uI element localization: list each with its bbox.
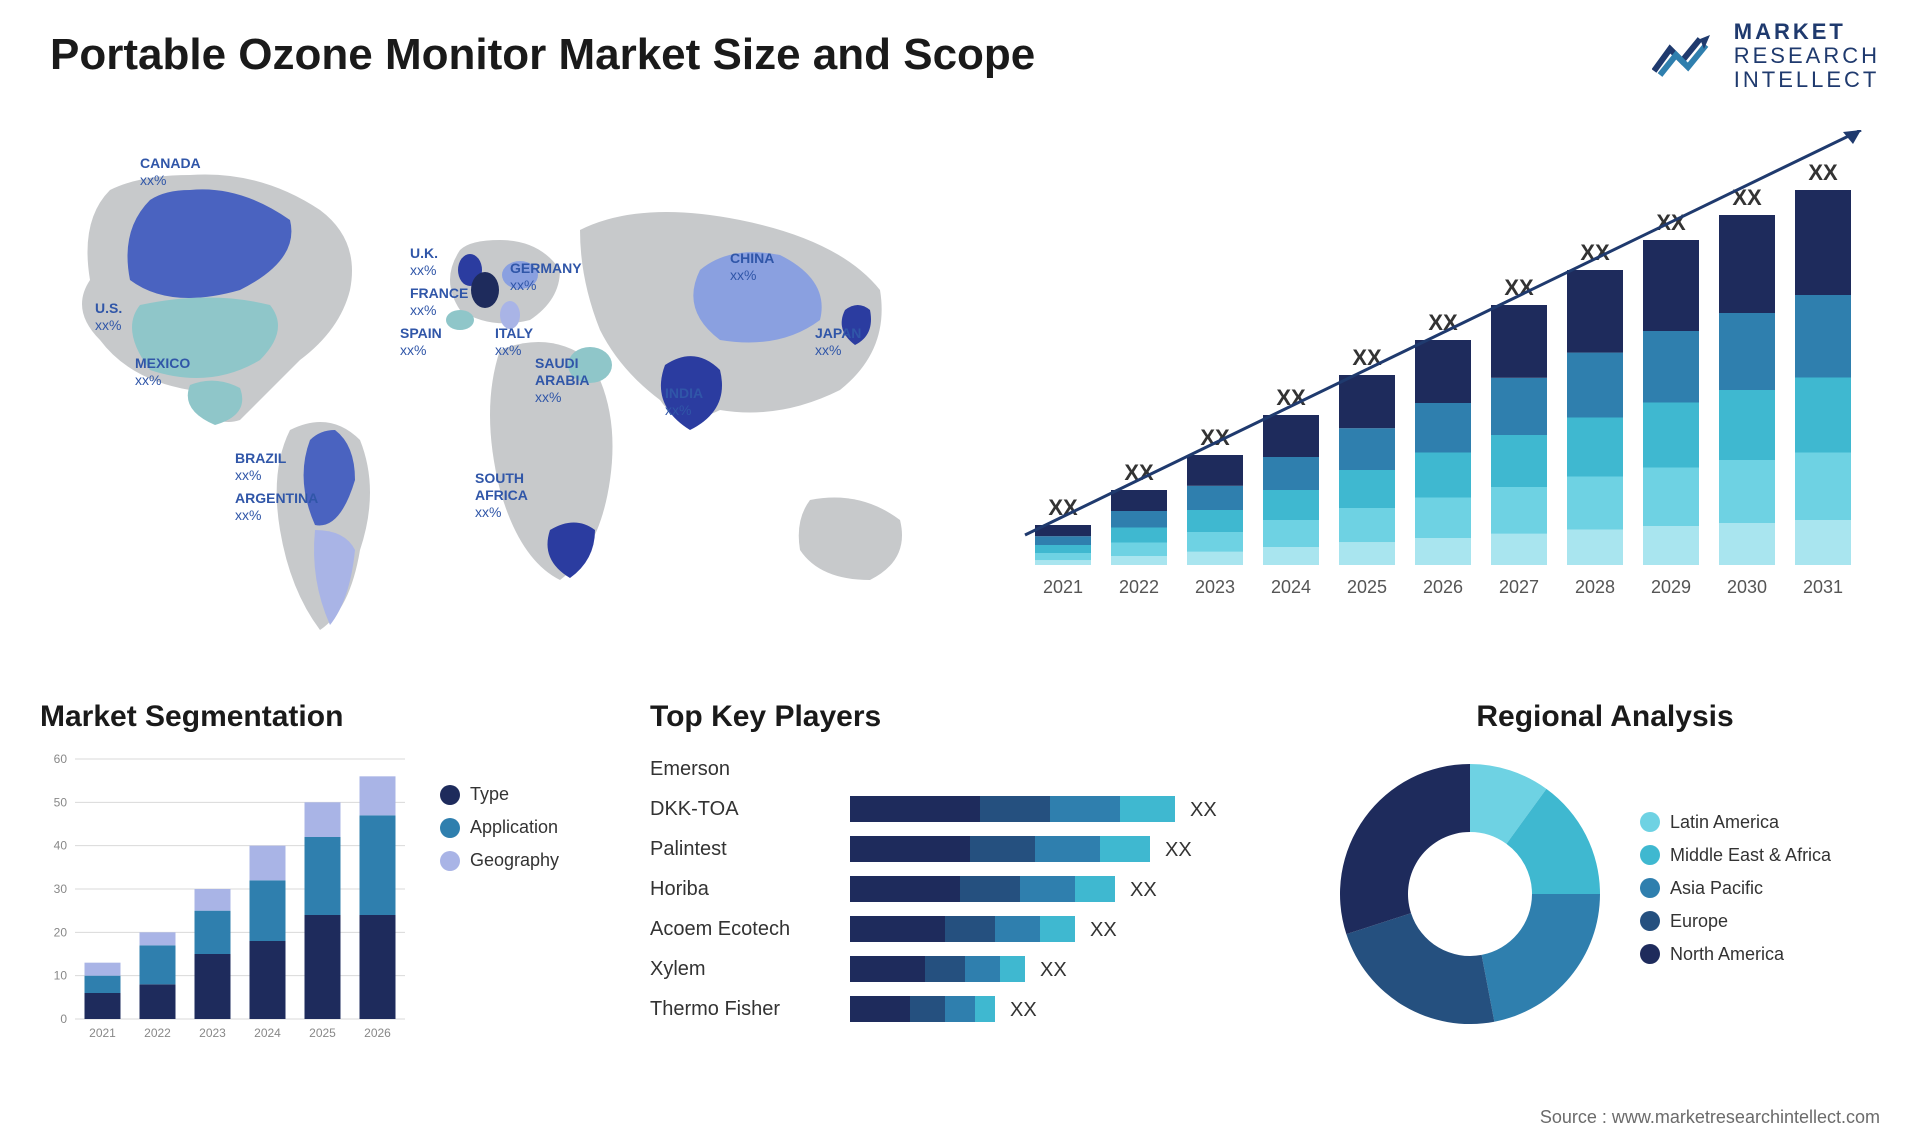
svg-text:XX: XX	[1190, 799, 1217, 821]
player-name: Horiba	[650, 869, 830, 909]
page-title: Portable Ozone Monitor Market Size and S…	[50, 30, 1035, 80]
svg-text:2023: 2023	[1195, 577, 1235, 597]
segmentation-chart: 0 10 20 30 40 50 60 2021 2022 2023 2024 2025 2026	[40, 754, 410, 1054]
svg-text:2024: 2024	[1271, 577, 1311, 597]
player-name: Emerson	[650, 749, 830, 789]
map-label: FRANCExx%	[410, 285, 468, 319]
map-label: JAPANxx%	[815, 325, 861, 359]
player-name: Thermo Fisher	[650, 989, 830, 1029]
svg-text:10: 10	[54, 969, 68, 983]
map-label: SAUDIARABIAxx%	[535, 355, 589, 405]
svg-text:2027: 2027	[1499, 577, 1539, 597]
regional-section: Regional Analysis Latin America Middle Ea…	[1330, 700, 1880, 1034]
svg-text:0: 0	[60, 1012, 67, 1026]
svg-text:XX: XX	[1165, 839, 1192, 861]
legend-item: Type	[440, 784, 559, 805]
regional-donut	[1330, 754, 1610, 1034]
svg-text:XX: XX	[1130, 879, 1157, 901]
segmentation-legend: Type Application Geography	[440, 784, 559, 883]
map-label: SPAINxx%	[400, 325, 442, 359]
svg-text:30: 30	[54, 882, 68, 896]
svg-text:2022: 2022	[144, 1026, 171, 1040]
map-label: MEXICOxx%	[135, 355, 190, 389]
regional-legend: Latin America Middle East & Africa Asia Pa…	[1640, 812, 1831, 977]
svg-text:XX: XX	[1010, 999, 1037, 1021]
svg-text:2026: 2026	[364, 1026, 391, 1040]
svg-text:50: 50	[54, 795, 68, 809]
svg-text:2024: 2024	[254, 1026, 281, 1040]
svg-text:XX: XX	[1808, 160, 1838, 185]
map-label: BRAZILxx%	[235, 450, 286, 484]
svg-text:XX: XX	[1040, 959, 1067, 981]
world-map: CANADAxx% U.S.xx% MEXICOxx% BRAZILxx% ARGENT…	[40, 130, 960, 650]
svg-text:XX: XX	[1352, 345, 1382, 370]
legend-item: Geography	[440, 850, 559, 871]
map-label: U.K.xx%	[410, 245, 438, 279]
legend-item: Middle East & Africa	[1640, 845, 1831, 866]
players-bar-chart: XXXXXXXXXXXX	[850, 749, 1280, 1029]
legend-item: Latin America	[1640, 812, 1831, 833]
svg-text:2025: 2025	[309, 1026, 336, 1040]
players-title: Top Key Players	[650, 700, 1290, 734]
regional-title: Regional Analysis	[1330, 700, 1880, 734]
map-label: CHINAxx%	[730, 250, 774, 284]
player-name: Palintest	[650, 829, 830, 869]
brand-logo: MARKET RESEARCH INTELLECT	[1652, 20, 1880, 93]
players-section: Top Key Players EmersonDKK-TOAPalintestH…	[650, 700, 1290, 1029]
svg-text:2031: 2031	[1803, 577, 1843, 597]
legend-item: Application	[440, 817, 559, 838]
svg-text:2022: 2022	[1119, 577, 1159, 597]
player-name: DKK-TOA	[650, 789, 830, 829]
svg-text:20: 20	[54, 925, 68, 939]
map-label: GERMANYxx%	[510, 260, 582, 294]
svg-text:2026: 2026	[1423, 577, 1463, 597]
legend-item: Europe	[1640, 911, 1831, 932]
legend-item: Asia Pacific	[1640, 878, 1831, 899]
svg-text:60: 60	[54, 754, 68, 766]
segmentation-section: Market Segmentation 0 10 20 30 40 50 60 2021 202…	[40, 700, 620, 1054]
map-label: INDIAxx%	[665, 385, 703, 419]
legend-item: North America	[1640, 944, 1831, 965]
map-label: SOUTHAFRICAxx%	[475, 470, 528, 520]
svg-text:2021: 2021	[1043, 577, 1083, 597]
map-label: CANADAxx%	[140, 155, 201, 189]
map-label: U.S.xx%	[95, 300, 122, 334]
players-names: EmersonDKK-TOAPalintestHoribaAcoem Ecote…	[650, 749, 830, 1029]
svg-text:2030: 2030	[1727, 577, 1767, 597]
source-text: Source : www.marketresearchintellect.com	[1540, 1107, 1880, 1128]
player-name: Xylem	[650, 949, 830, 989]
svg-text:2023: 2023	[199, 1026, 226, 1040]
svg-text:2021: 2021	[89, 1026, 116, 1040]
svg-text:40: 40	[54, 839, 68, 853]
svg-text:XX: XX	[1090, 919, 1117, 941]
map-label: ARGENTINAxx%	[235, 490, 318, 524]
logo-text: MARKET RESEARCH INTELLECT	[1734, 20, 1880, 93]
logo-icon	[1652, 31, 1722, 81]
segmentation-title: Market Segmentation	[40, 700, 620, 734]
growth-bar-chart: XX2021XX2022XX2023XX2024XX2025XX2026XX20…	[1010, 130, 1880, 620]
player-name: Acoem Ecotech	[650, 909, 830, 949]
map-label: ITALYxx%	[495, 325, 533, 359]
svg-text:2025: 2025	[1347, 577, 1387, 597]
svg-text:2028: 2028	[1575, 577, 1615, 597]
svg-text:2029: 2029	[1651, 577, 1691, 597]
